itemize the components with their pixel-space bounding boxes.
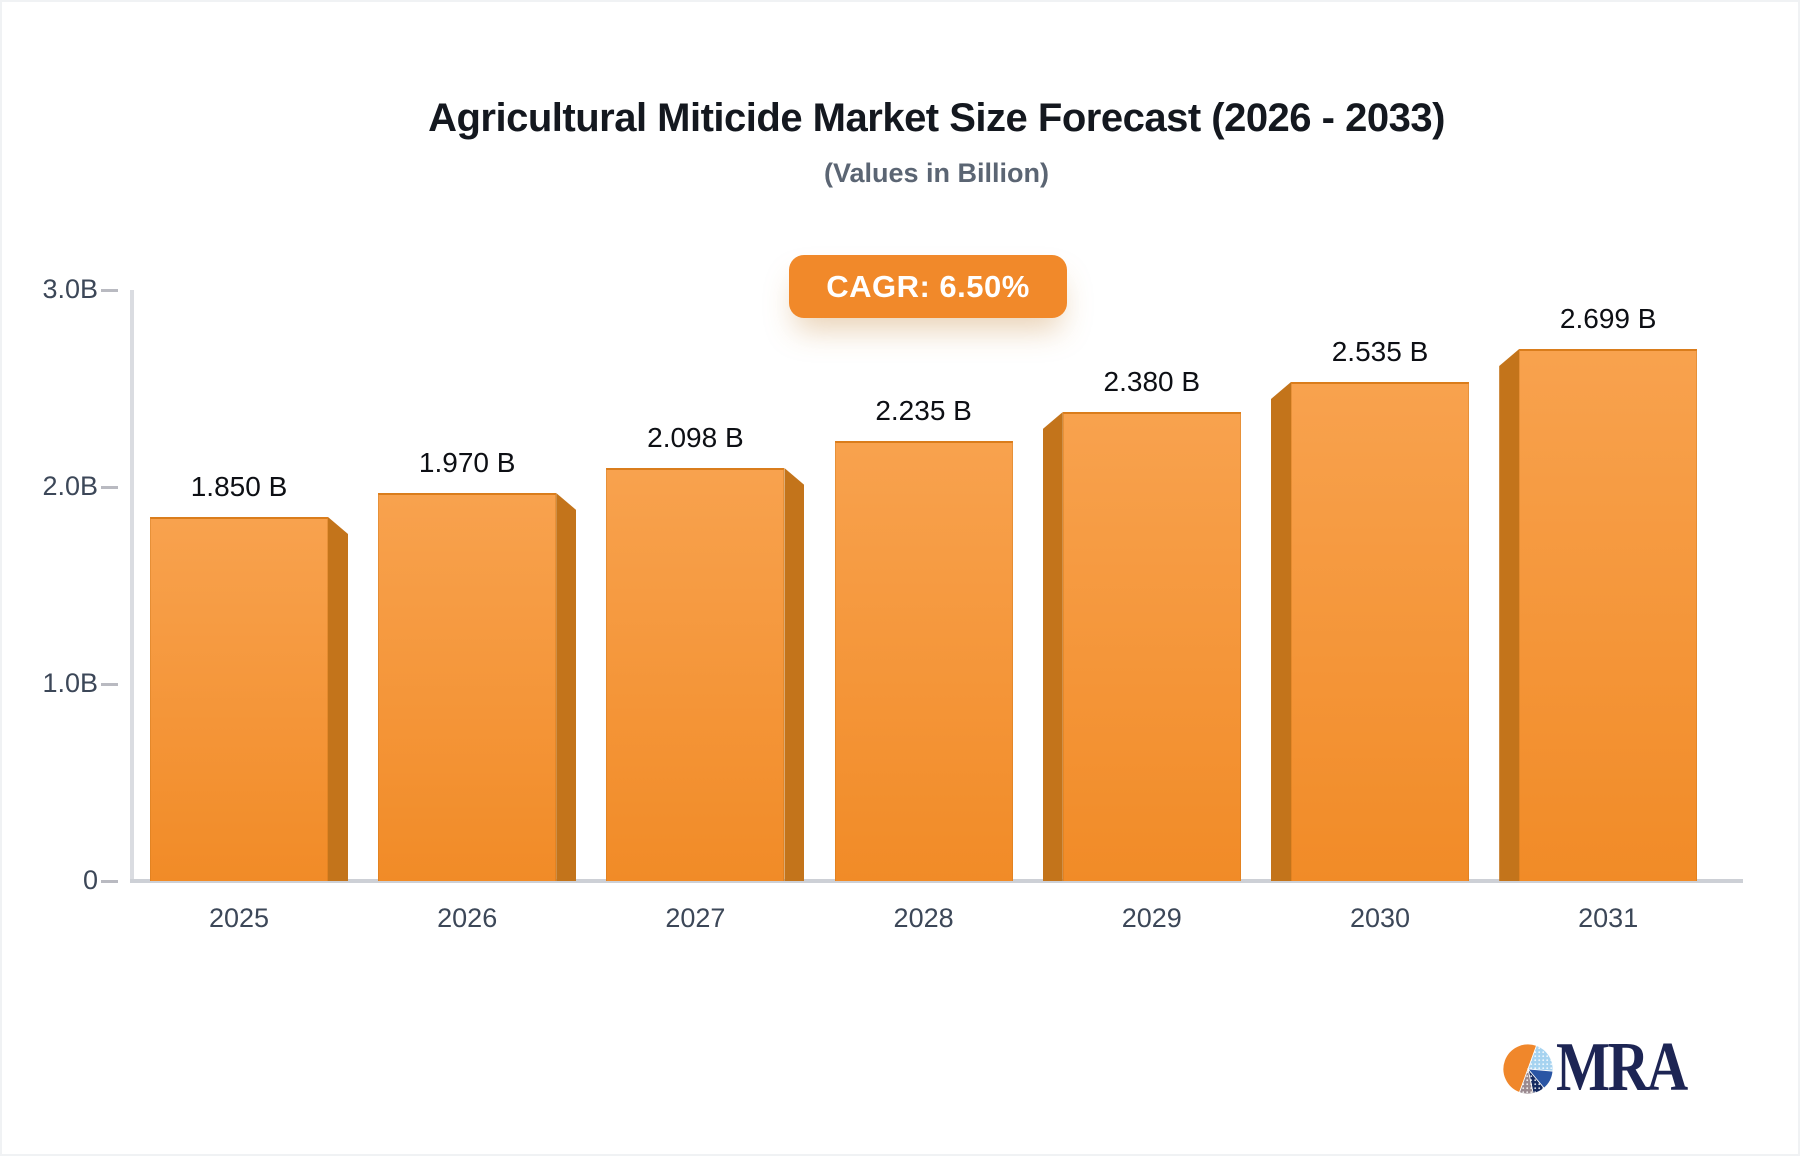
bar-2027 [606, 468, 785, 881]
y-tick-label: 3.0B [42, 274, 98, 304]
x-tick-label: 2031 [1578, 903, 1639, 933]
bar-side-3d [556, 493, 577, 881]
y-tick-label: 2.0B [42, 471, 98, 501]
bar-value-label: 2.098 B [647, 422, 744, 453]
bar-value-label: 2.699 B [1559, 303, 1657, 334]
y-tick-mark [101, 486, 118, 489]
y-tick-label: 0 [82, 865, 98, 895]
light-blue-slice-dots [1528, 1045, 1553, 1072]
x-tick-label: 2028 [893, 903, 954, 933]
x-tick-label: 2030 [1349, 903, 1411, 933]
bar-side-3d [1499, 349, 1520, 881]
bar-value-label: 2.235 B [875, 395, 972, 426]
y-tick-mark [101, 683, 118, 686]
cagr-badge: CAGR: 6.50% [789, 255, 1067, 318]
x-tick-label: 2025 [208, 903, 270, 933]
brand-name: MRA [1556, 1029, 1688, 1106]
bar-side-3d [784, 468, 805, 881]
y-tick-label: 1.0B [42, 668, 98, 698]
bar-side-3d [1271, 382, 1291, 881]
mauve-slice-dots [1519, 1069, 1534, 1094]
bar-side-3d [328, 517, 348, 881]
chart-title: Agricultural Miticide Market Size Foreca… [428, 96, 1445, 140]
bar-2028 [834, 441, 1013, 881]
bar-side-3d [1042, 412, 1063, 881]
bar-2025 [150, 517, 328, 881]
bar-2030 [1291, 382, 1469, 881]
bar-2029 [1062, 412, 1241, 881]
y-tick-mark [101, 289, 118, 292]
x-axis-line [130, 879, 1743, 883]
y-tick-mark [101, 880, 118, 883]
bar-value-label: 2.535 B [1331, 336, 1429, 367]
bar-2031 [1519, 349, 1698, 881]
bar-value-label: 2.380 B [1103, 366, 1201, 397]
x-tick-label: 2029 [1121, 903, 1182, 933]
orange-slice [1502, 1043, 1538, 1094]
bar-2026 [378, 493, 557, 881]
pie-chart-icon [1502, 1043, 1554, 1095]
y-axis-line [130, 290, 134, 881]
chart-subtitle: (Values in Billion) [823, 158, 1050, 188]
chart-header: Agricultural Miticide Market Size Foreca… [130, 0, 1743, 188]
bar-value-label: 1.970 B [418, 447, 516, 478]
x-tick-label: 2027 [665, 903, 726, 933]
bar-value-label: 1.850 B [190, 471, 288, 502]
x-tick-label: 2026 [437, 903, 498, 933]
brand-logo: MRA [1502, 1029, 1714, 1106]
